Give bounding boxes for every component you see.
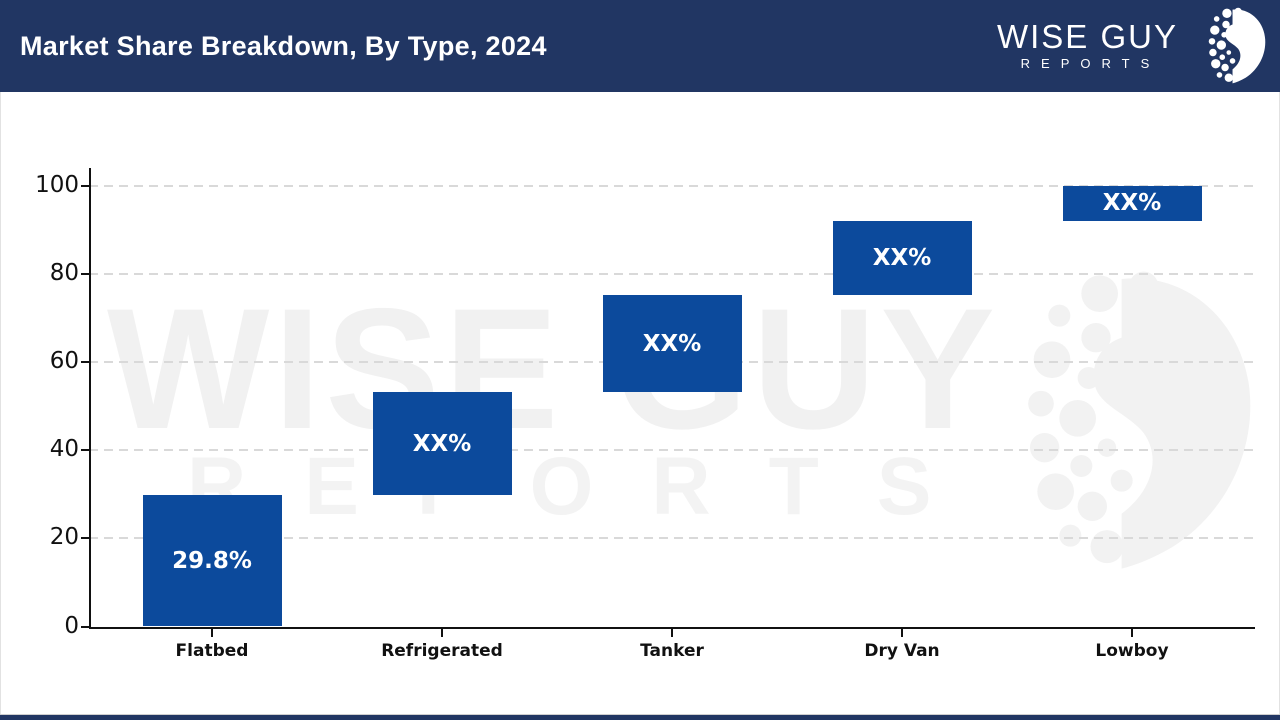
y-tick-label-40: 40	[49, 436, 79, 463]
bar-dry-van: XX%	[832, 220, 972, 296]
bar-tanker: XX%	[602, 295, 742, 393]
y-tick-label-0: 0	[64, 612, 79, 639]
bar-value-label: XX%	[872, 245, 932, 272]
bar-flatbed: 29.8%	[142, 495, 282, 627]
y-tick-label-100: 100	[35, 172, 79, 198]
bar-refrigerated: XX%	[372, 392, 512, 496]
bar-value-label: XX%	[1102, 190, 1162, 217]
gridline-100	[89, 185, 1255, 187]
brand-name: WISE GUY	[996, 18, 1178, 55]
y-tick-80	[81, 273, 89, 276]
x-tick-3	[901, 628, 903, 637]
brand-logo-text: WISE GUY REPORTS	[997, 20, 1178, 72]
y-axis-line	[89, 168, 91, 629]
y-tick-20	[81, 537, 89, 540]
watermark-face-icon	[1028, 271, 1251, 569]
x-category-label: Tanker	[640, 640, 704, 661]
gridline-40	[89, 449, 1255, 452]
page-title: Market Share Breakdown, By Type, 2024	[20, 30, 547, 61]
bar-lowboy: XX%	[1062, 186, 1202, 221]
bar-value-label: 29.8%	[172, 547, 252, 574]
footer-divider	[0, 714, 1280, 715]
bar-value-label: XX%	[642, 330, 702, 357]
header-band: Market Share Breakdown, By Type, 2024 WI…	[0, 0, 1280, 92]
x-axis-line	[89, 626, 1255, 629]
brand-subtitle: REPORTS	[1020, 56, 1161, 71]
x-tick-2	[671, 628, 673, 637]
wise-guy-face-icon	[1208, 7, 1266, 84]
brand-logo: WISE GUY REPORTS	[997, 0, 1268, 92]
gridline-20	[89, 537, 1255, 540]
x-category-label: Flatbed	[175, 640, 249, 661]
y-tick-label-20: 20	[49, 524, 79, 551]
chart-body: WISE GUY REPORTS 0 20 40 60 80 100 29.8% Flatbe…	[0, 92, 1280, 715]
y-tick-label-80: 80	[49, 260, 79, 287]
watermark-text: WISE GUY	[107, 273, 1000, 465]
gridline-80	[89, 273, 1255, 276]
x-category-label: Refrigerated	[381, 640, 503, 661]
x-category-label: Dry Van	[864, 640, 940, 661]
x-tick-1	[441, 628, 443, 637]
y-tick-0	[81, 625, 89, 628]
x-tick-0	[211, 628, 213, 637]
bar-value-label: XX%	[412, 430, 472, 457]
y-tick-label-60: 60	[49, 348, 79, 375]
y-tick-60	[81, 361, 89, 364]
x-tick-4	[1131, 628, 1133, 637]
y-tick-40	[81, 449, 89, 452]
footer-accent-bar	[0, 715, 1280, 720]
y-tick-100	[81, 185, 89, 187]
watermark-subtext: REPORTS	[187, 441, 990, 532]
x-category-label: Lowboy	[1095, 640, 1169, 661]
